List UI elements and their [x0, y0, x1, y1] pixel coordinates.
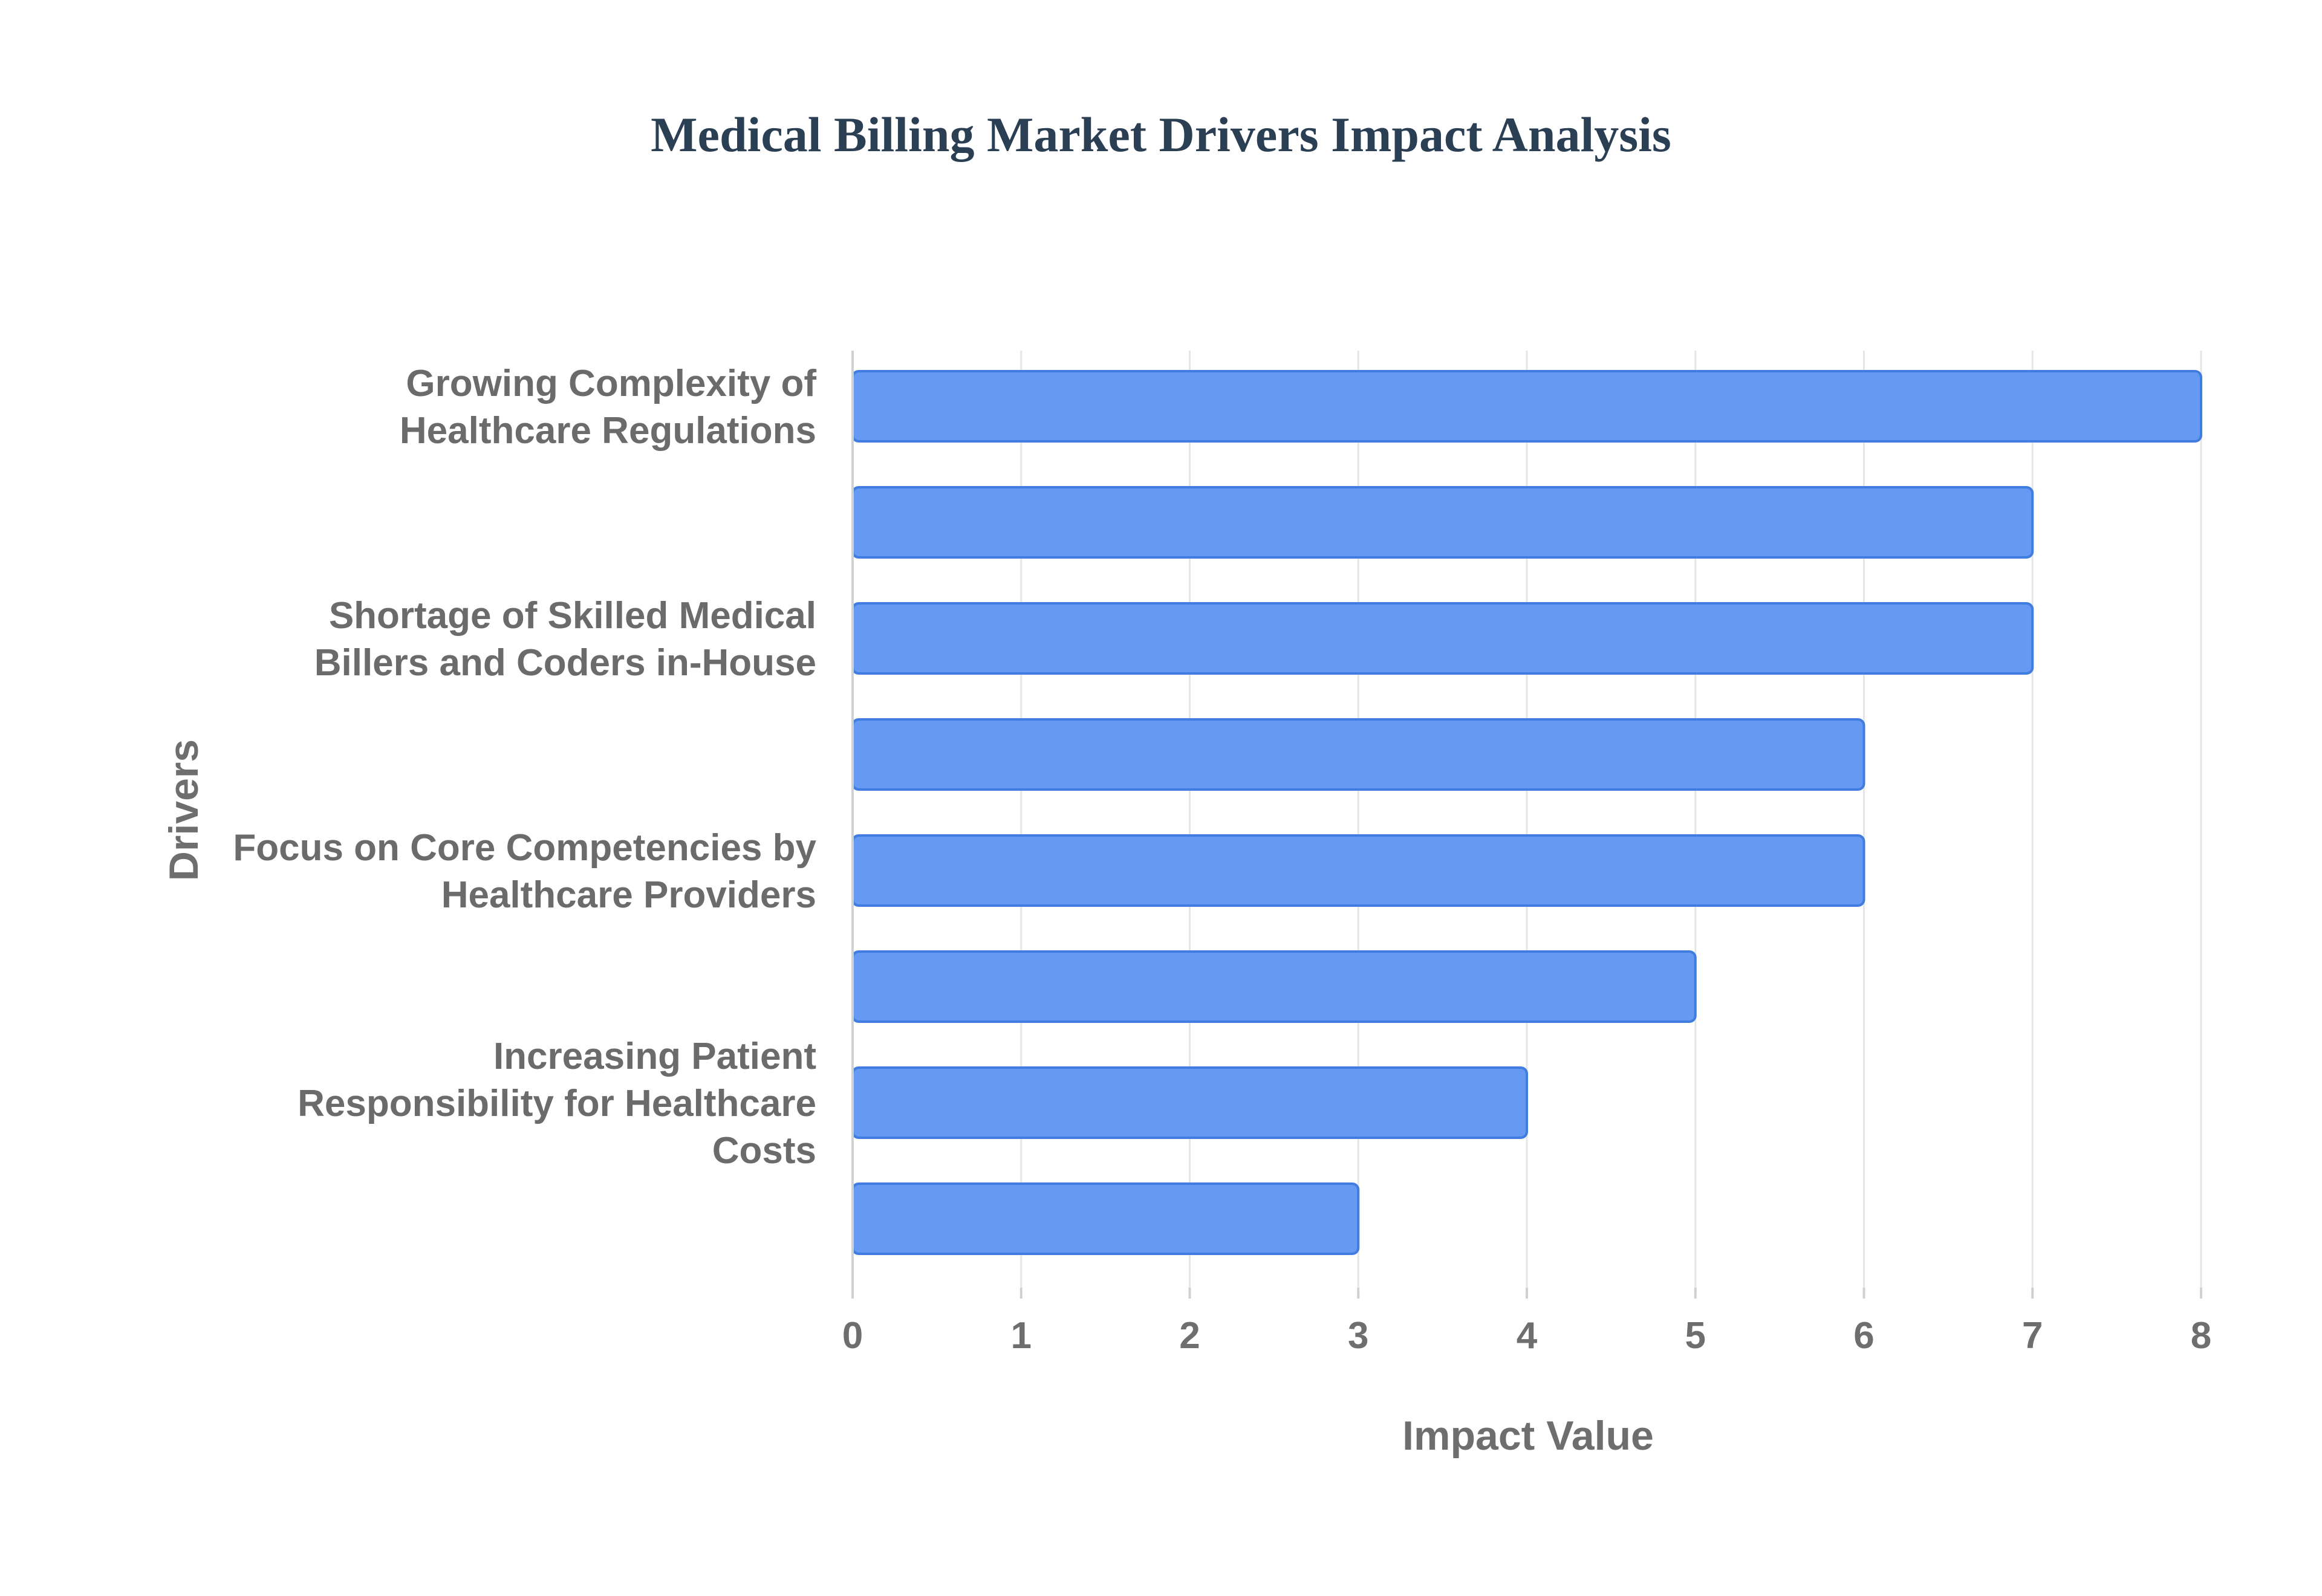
bar [851, 718, 1865, 791]
x-tick-label: 4 [1517, 1315, 1538, 1357]
x-tick-label: 7 [2022, 1315, 2043, 1357]
x-axis-title: Impact Value [1402, 1413, 1654, 1459]
y-category-label: Increasing Patient Responsibility for Hea… [298, 1036, 816, 1172]
bar [851, 834, 1865, 907]
y-axis-title: Drivers [161, 739, 207, 881]
bar [851, 1066, 1528, 1139]
y-category-label-line: Increasing Patient [493, 1036, 816, 1077]
axes [851, 351, 2202, 1299]
bars [851, 370, 2202, 1255]
y-category-label-line: Responsibility for Healthcare [298, 1083, 816, 1124]
chart-title: Medical Billing Market Drivers Impact An… [651, 107, 1671, 162]
y-category-label-line: Focus on Core Competencies by [233, 827, 816, 869]
y-category-label: Shortage of Skilled Medical Billers and C… [314, 595, 816, 684]
x-tick-label: 6 [1853, 1315, 1874, 1357]
x-tick-label: 8 [2191, 1315, 2211, 1357]
y-category-label-line: Billers and Coders in-House [314, 642, 816, 684]
y-category-label: Focus on Core Competencies by Healthcare … [233, 827, 816, 916]
x-tick-label: 2 [1179, 1315, 1200, 1357]
x-tick-labels: 0 1 2 3 4 5 6 7 8 [842, 1315, 2211, 1357]
y-category-label-line: Costs [712, 1130, 816, 1172]
bar [851, 486, 2034, 559]
y-category-label-line: Growing Complexity of [406, 363, 816, 404]
y-category-label: Growing Complexity of Healthcare Regulati… [400, 363, 816, 452]
y-category-label-line: Healthcare Providers [441, 874, 816, 916]
bar [851, 950, 1697, 1023]
y-category-label-line: Shortage of Skilled Medical [329, 595, 816, 637]
x-tick-label: 3 [1348, 1315, 1368, 1357]
bar [851, 1182, 1360, 1255]
bar [851, 602, 2034, 675]
x-tick-label: 1 [1011, 1315, 1032, 1357]
x-tick-label: 5 [1685, 1315, 1706, 1357]
x-tick-label: 0 [842, 1315, 863, 1357]
y-category-labels: Growing Complexity of Healthcare Regulati… [233, 363, 816, 1172]
bar [851, 370, 2202, 443]
y-category-label-line: Healthcare Regulations [400, 410, 816, 452]
